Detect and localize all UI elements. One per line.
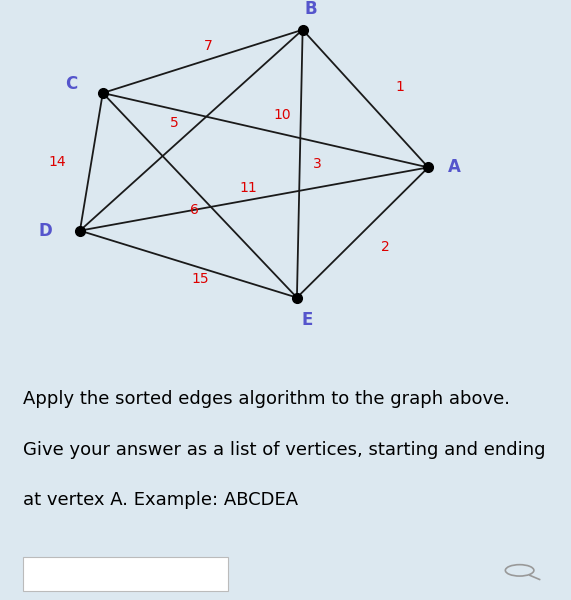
- Text: 1: 1: [395, 80, 404, 94]
- Text: A: A: [448, 158, 460, 176]
- Text: 14: 14: [49, 155, 66, 169]
- Text: 3: 3: [312, 157, 321, 170]
- Text: Give your answer as a list of vertices, starting and ending: Give your answer as a list of vertices, …: [23, 440, 545, 458]
- Text: 2: 2: [381, 241, 390, 254]
- Text: C: C: [65, 75, 78, 92]
- Text: B: B: [305, 0, 317, 18]
- Text: 10: 10: [274, 109, 291, 122]
- Text: 5: 5: [170, 116, 179, 130]
- Text: E: E: [301, 311, 313, 329]
- Text: at vertex A. Example: ABCDEA: at vertex A. Example: ABCDEA: [23, 491, 298, 509]
- FancyBboxPatch shape: [23, 557, 228, 591]
- Text: 7: 7: [204, 40, 213, 53]
- Text: Apply the sorted edges algorithm to the graph above.: Apply the sorted edges algorithm to the …: [23, 391, 510, 409]
- Text: D: D: [39, 221, 53, 239]
- Text: 15: 15: [191, 272, 208, 286]
- Text: 6: 6: [190, 203, 199, 217]
- Text: 11: 11: [239, 181, 258, 195]
